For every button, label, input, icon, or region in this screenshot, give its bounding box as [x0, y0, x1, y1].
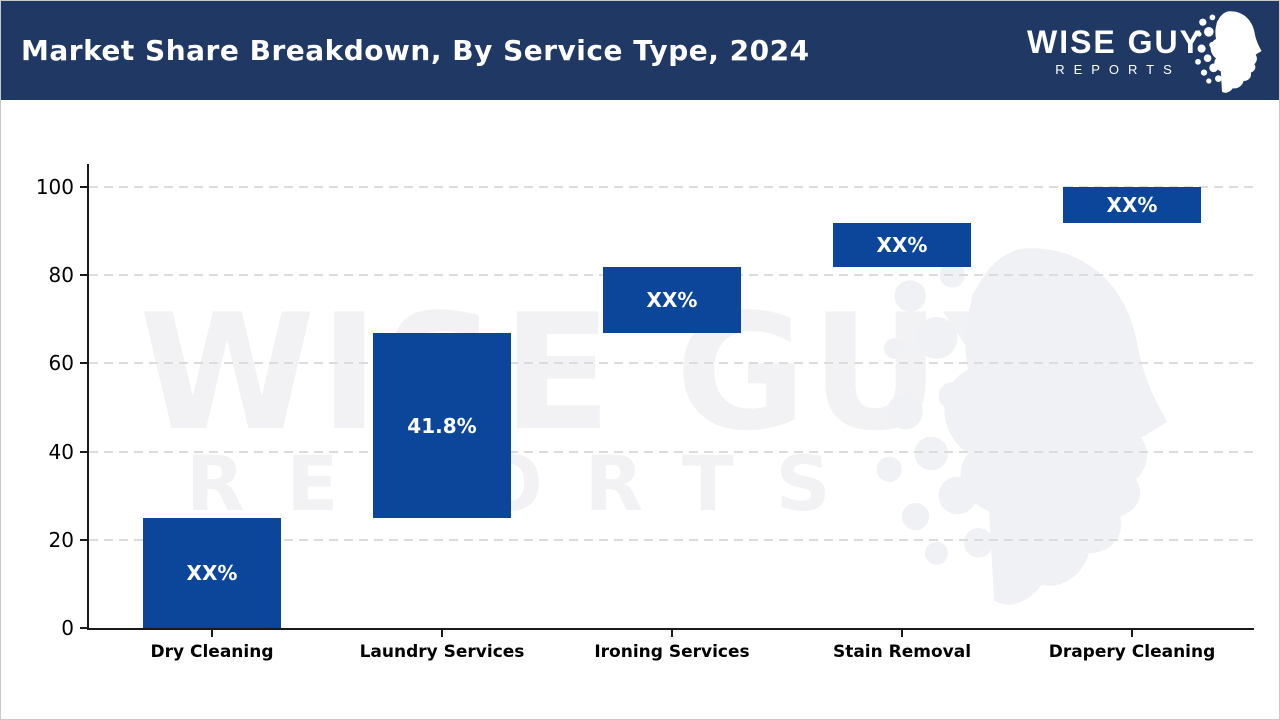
bar-stain-removal: XX%: [833, 223, 971, 268]
ytick-0: [80, 627, 89, 629]
ytick-label-0: 0: [61, 616, 74, 640]
ytick-60: [80, 362, 89, 365]
ytick-20: [80, 538, 89, 541]
gridline-60: [89, 362, 1254, 365]
logo-subtext: REPORTS: [1055, 62, 1181, 77]
xtick-3: [901, 630, 903, 637]
xtick-2: [671, 630, 673, 637]
bar-dry-cleaning: XX%: [143, 517, 281, 628]
ytick-label-100: 100: [35, 175, 74, 199]
ytick-80: [80, 274, 89, 277]
gridline-20: [89, 538, 1254, 541]
watermark-head-icon: [876, 248, 1168, 605]
bar-value-label: XX%: [1106, 193, 1158, 218]
gridline-100: [89, 186, 1254, 188]
bar-value-label: XX%: [876, 233, 928, 258]
wise-guy-logo: WISE GUY REPORTS: [1027, 1, 1267, 100]
ytick-label-20: 20: [48, 527, 74, 552]
y-axis-spine: [87, 164, 89, 630]
xtick-label-3: Stain Removal: [832, 642, 972, 662]
bar-laundry-services: 41.8%: [373, 333, 511, 518]
bar-value-label: XX%: [646, 288, 698, 313]
bar-value-label: XX%: [186, 560, 238, 585]
ytick-100: [80, 186, 89, 188]
bar-ironing-services: XX%: [603, 267, 741, 334]
xtick-label-4: Drapery Cleaning: [1048, 642, 1216, 662]
xtick-4: [1131, 630, 1133, 637]
ytick-40: [80, 450, 89, 453]
logo-wordmark: WISE GUY: [1026, 24, 1203, 60]
header-band: Market Share Breakdown, By Service Type,…: [1, 1, 1279, 100]
xtick-label-2: Ironing Services: [594, 642, 750, 662]
bar-drapery-cleaning: XX%: [1063, 187, 1201, 224]
xtick-label-1: Laundry Services: [359, 642, 525, 662]
xtick-0: [211, 630, 213, 637]
ytick-label-40: 40: [48, 439, 74, 464]
bar-value-label: 41.8%: [407, 413, 477, 438]
x-axis-spine: [87, 628, 1254, 630]
page-title: Market Share Breakdown, By Service Type,…: [21, 34, 810, 67]
logo-text: WISE GUY REPORTS: [1027, 24, 1203, 77]
xtick-1: [441, 630, 443, 637]
ytick-label-60: 60: [48, 351, 74, 376]
gridline-40: [89, 450, 1254, 453]
ytick-label-80: 80: [48, 263, 74, 288]
logo-head-icon: [1195, 10, 1262, 93]
xtick-label-0: Dry Cleaning: [150, 642, 274, 662]
